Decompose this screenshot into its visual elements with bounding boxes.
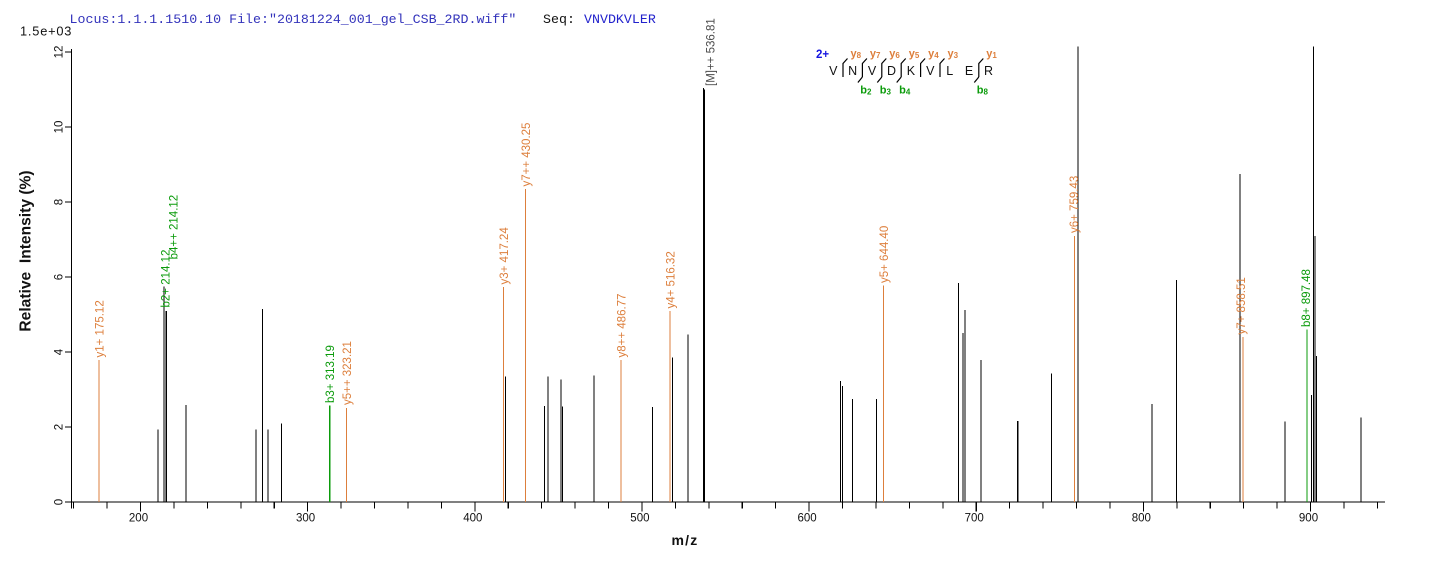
svg-text:b2+ 214.12: b2+ 214.12 [160,250,172,308]
svg-text:b4++ 214.12: b4++ 214.12 [169,195,181,260]
svg-text:10: 10 [54,121,66,134]
svg-text:700: 700 [965,513,984,525]
svg-text:200: 200 [129,513,148,525]
svg-text:b8: b8 [977,85,989,97]
svg-text:y5++ 323.21: y5++ 323.21 [342,341,354,405]
svg-text:2: 2 [54,424,66,430]
svg-text:E: E [965,64,973,78]
svg-text:y3+ 417.24: y3+ 417.24 [499,227,511,285]
svg-text:300: 300 [296,513,315,525]
svg-text:y7+ 858.51: y7+ 858.51 [1236,277,1248,334]
svg-text:Seq:: Seq: [543,12,575,27]
svg-text:V: V [926,64,935,78]
svg-text:b2: b2 [860,85,872,97]
svg-text:6: 6 [54,274,66,280]
svg-text:m/z: m/z [672,532,699,548]
svg-text:2+: 2+ [816,49,829,61]
svg-text:b3+ 313.19: b3+ 313.19 [325,345,337,403]
svg-text:800: 800 [1132,513,1151,525]
svg-text:12: 12 [54,46,66,59]
svg-text:b8+ 897.48: b8+ 897.48 [1301,269,1313,327]
svg-text:K: K [907,64,916,78]
svg-text:y6+ 759.43: y6+ 759.43 [1069,176,1081,233]
svg-text:1.5e+03: 1.5e+03 [20,23,72,38]
svg-text:b4: b4 [899,85,911,97]
svg-text:b3: b3 [880,85,892,97]
svg-text:400: 400 [463,513,482,525]
svg-text:y8++ 486.77: y8++ 486.77 [617,294,629,358]
svg-text:L: L [946,64,953,78]
svg-text:y1: y1 [986,48,997,60]
svg-text:y7++ 430.25: y7++ 430.25 [521,123,533,187]
svg-text:D: D [887,64,896,78]
svg-text:y1+ 175.12: y1+ 175.12 [94,300,106,357]
svg-text:[M]++ 536.81: [M]++ 536.81 [706,18,718,86]
svg-text:500: 500 [630,513,649,525]
svg-text:y4+ 516.32: y4+ 516.32 [665,251,677,308]
svg-text:VNVDKVLER: VNVDKVLER [584,12,656,27]
svg-text:y5+ 644.40: y5+ 644.40 [879,226,891,283]
svg-text:N: N [848,64,857,78]
svg-text:V: V [829,64,838,78]
svg-text:Relative Intensity (%): Relative Intensity (%) [18,170,35,331]
svg-text:y7: y7 [870,48,881,60]
svg-text:Locus:1.1.1.1510.10 File:"2018: Locus:1.1.1.1510.10 File:"20181224_001_g… [70,12,517,27]
svg-text:4: 4 [54,348,66,355]
svg-text:y3: y3 [948,48,959,60]
svg-text:y8: y8 [851,48,862,60]
svg-text:y5: y5 [909,48,920,60]
svg-text:y4: y4 [928,48,939,60]
svg-text:600: 600 [798,513,817,525]
svg-text:y6: y6 [889,48,900,60]
svg-text:R: R [984,64,993,78]
svg-text:V: V [868,64,877,78]
svg-text:8: 8 [54,199,66,205]
svg-text:0: 0 [54,499,66,505]
svg-text:900: 900 [1299,513,1318,525]
